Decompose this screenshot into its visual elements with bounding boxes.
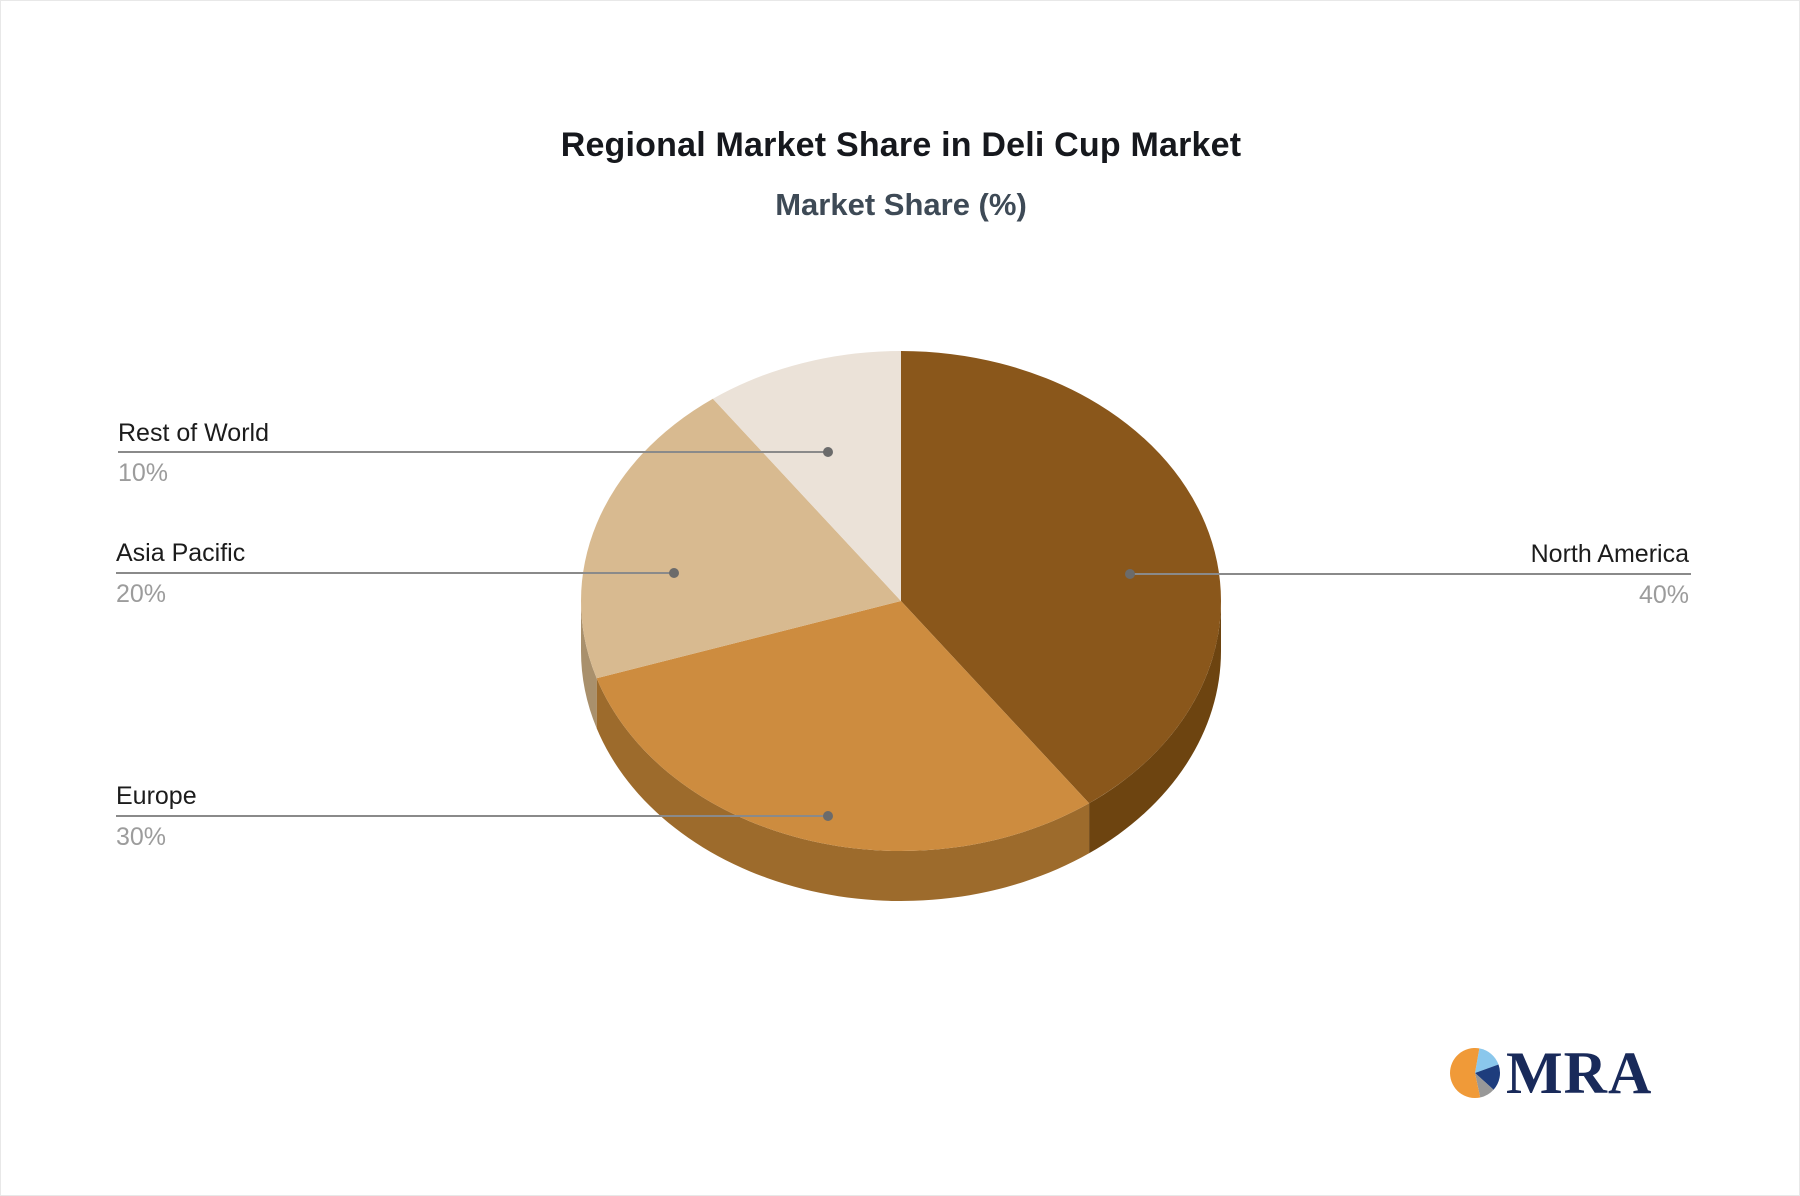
slice-name-north-america: North America	[1530, 540, 1689, 568]
pie-logo-icon	[1450, 1048, 1500, 1098]
connector-dot-north-america	[1125, 569, 1135, 579]
connector-dot-rest-of-world	[823, 447, 833, 457]
logo-slice-navy	[1475, 1064, 1500, 1090]
slice-value-europe-wrap: 30%	[116, 822, 166, 852]
slice-name-asia-pacific: Asia Pacific	[116, 539, 246, 567]
slice-label-europe: Europe	[116, 781, 197, 811]
connector-dot-asia-pacific	[669, 568, 679, 578]
brand-logo-text: MRA	[1506, 1040, 1653, 1106]
slice-value-north-america: 40%	[1638, 581, 1689, 609]
slice-label-north-america: North America	[1531, 539, 1689, 569]
pie-slice-side-north-america	[1089, 601, 1221, 854]
slice-label-asia-pacific: Asia Pacific	[116, 538, 245, 568]
brand-logo: MRA	[1448, 1041, 1652, 1105]
chart-subtitle: Market Share (%)	[775, 187, 1027, 222]
pie-slice-europe[interactable]	[596, 601, 1090, 852]
slice-value-asia-pacific: 20%	[116, 580, 167, 608]
logo-slice-lightblue	[1475, 1048, 1499, 1073]
slice-label-rest-of-world: Rest of World	[118, 418, 269, 448]
connector-dot-europe	[823, 811, 833, 821]
pie-slice-side-asia-pacific	[581, 601, 597, 729]
connector-line-north-america	[1130, 573, 1691, 575]
pie-slice-side-europe	[596, 678, 1090, 902]
connector-line-asia-pacific	[116, 572, 674, 574]
logo-slice-orange	[1450, 1048, 1481, 1098]
slice-name-europe: Europe	[116, 782, 197, 810]
logo-slice-gray	[1475, 1073, 1494, 1098]
slice-name-rest-of-world: Rest of World	[118, 419, 269, 447]
chart-title: Regional Market Share in Deli Cup Market	[560, 126, 1242, 164]
connector-line-rest-of-world	[118, 451, 828, 453]
slice-value-europe: 30%	[116, 823, 167, 851]
slice-value-rest-of-world: 10%	[118, 459, 169, 487]
pie-slice-asia-pacific[interactable]	[580, 398, 901, 679]
connector-line-europe	[116, 815, 828, 817]
slice-value-rest-of-world-wrap: 10%	[118, 458, 168, 488]
slice-value-north-america-wrap: 40%	[1639, 580, 1689, 610]
slice-value-asia-pacific-wrap: 20%	[116, 579, 166, 609]
pie-slice-rest-of-world[interactable]	[712, 351, 901, 601]
pie-slice-north-america[interactable]	[901, 351, 1222, 804]
